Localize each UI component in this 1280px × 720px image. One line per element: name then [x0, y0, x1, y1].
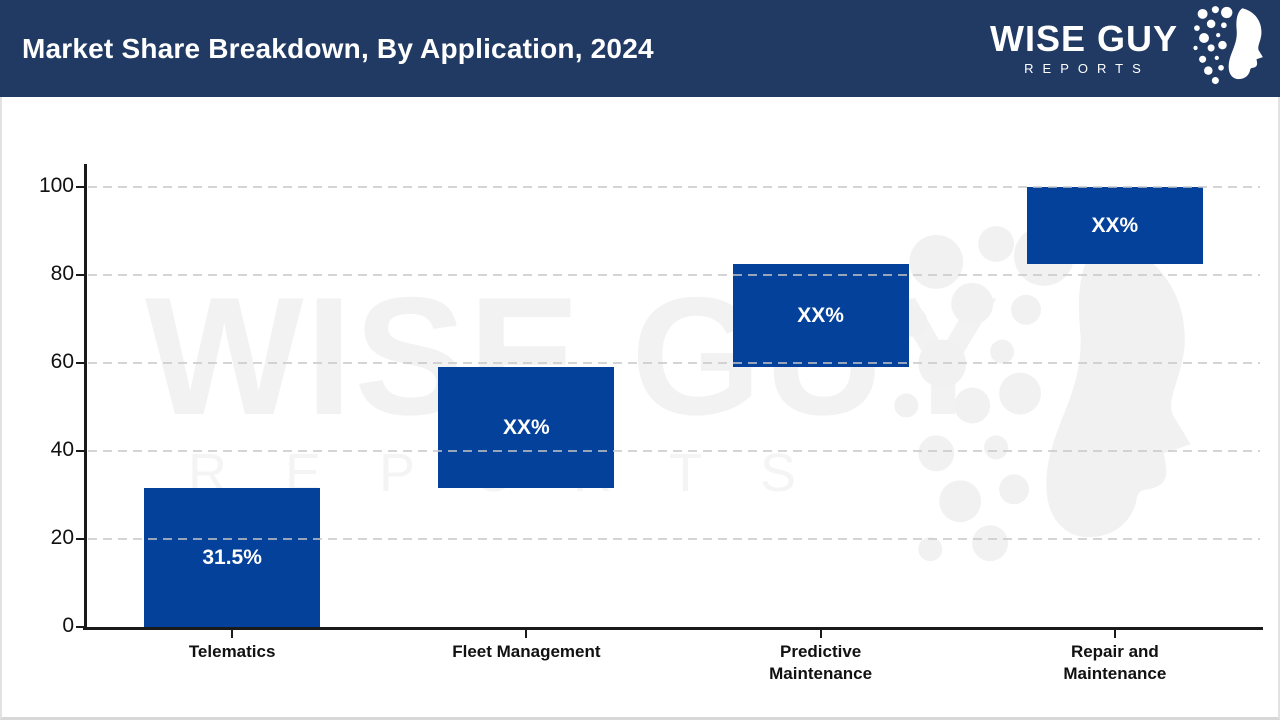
wise-guy-head-icon — [1193, 5, 1263, 84]
gridline-20 — [88, 538, 1260, 540]
header-banner: Market Share Breakdown, By Application, … — [0, 0, 1280, 97]
y-tick-label: 80 — [50, 262, 74, 285]
y-tick-label: 100 — [38, 174, 74, 197]
x-tick-mark — [819, 630, 822, 638]
bar-segment: XX% — [1026, 187, 1203, 264]
bar-value-label: XX% — [1091, 213, 1139, 237]
x-tick-mark — [525, 630, 528, 638]
y-tick-mark — [76, 274, 85, 276]
x-axis-line — [83, 627, 1263, 630]
category-label: Telematics — [188, 642, 276, 661]
gridline-100 — [88, 186, 1260, 188]
y-tick-label: 40 — [50, 438, 74, 461]
wise-guy-logo: WISE GUY REPORTS — [990, 0, 1268, 97]
gridline-40 — [88, 450, 1260, 452]
watermark-head-dots-icon — [894, 225, 1191, 562]
bar-segment: XX% — [438, 367, 615, 489]
logo-text: WISE GUY REPORTS — [989, 18, 1178, 77]
y-tick-mark — [76, 450, 85, 452]
category-label: Repair and Maintenance — [1063, 642, 1167, 683]
logo-wordmark: WISE GUY — [989, 18, 1178, 59]
logo-subtitle: REPORTS — [1024, 61, 1150, 76]
page-title: Market Share Breakdown, By Application, … — [22, 32, 654, 64]
y-tick-label: 20 — [50, 526, 74, 549]
y-tick-mark — [76, 186, 85, 188]
x-tick-mark — [231, 630, 234, 638]
category-label: Predictive Maintenance — [769, 642, 873, 683]
x-tick-mark — [1113, 630, 1116, 638]
bar-segment: 31.5% — [144, 488, 321, 627]
gridline-60 — [88, 362, 1260, 364]
gridline-80 — [88, 274, 1260, 276]
bar-segment: XX% — [732, 264, 909, 368]
category-label: Fleet Management — [452, 642, 601, 661]
bar-value-label: 31.5% — [202, 545, 262, 569]
y-tick-mark — [76, 362, 85, 364]
y-axis-line — [84, 164, 87, 629]
y-tick-label: 60 — [50, 350, 74, 373]
y-tick-mark — [76, 626, 85, 628]
bar-value-label: XX% — [797, 303, 844, 327]
bar-value-label: XX% — [503, 415, 550, 439]
y-tick-label: 0 — [62, 614, 74, 637]
y-tick-mark — [76, 538, 85, 540]
